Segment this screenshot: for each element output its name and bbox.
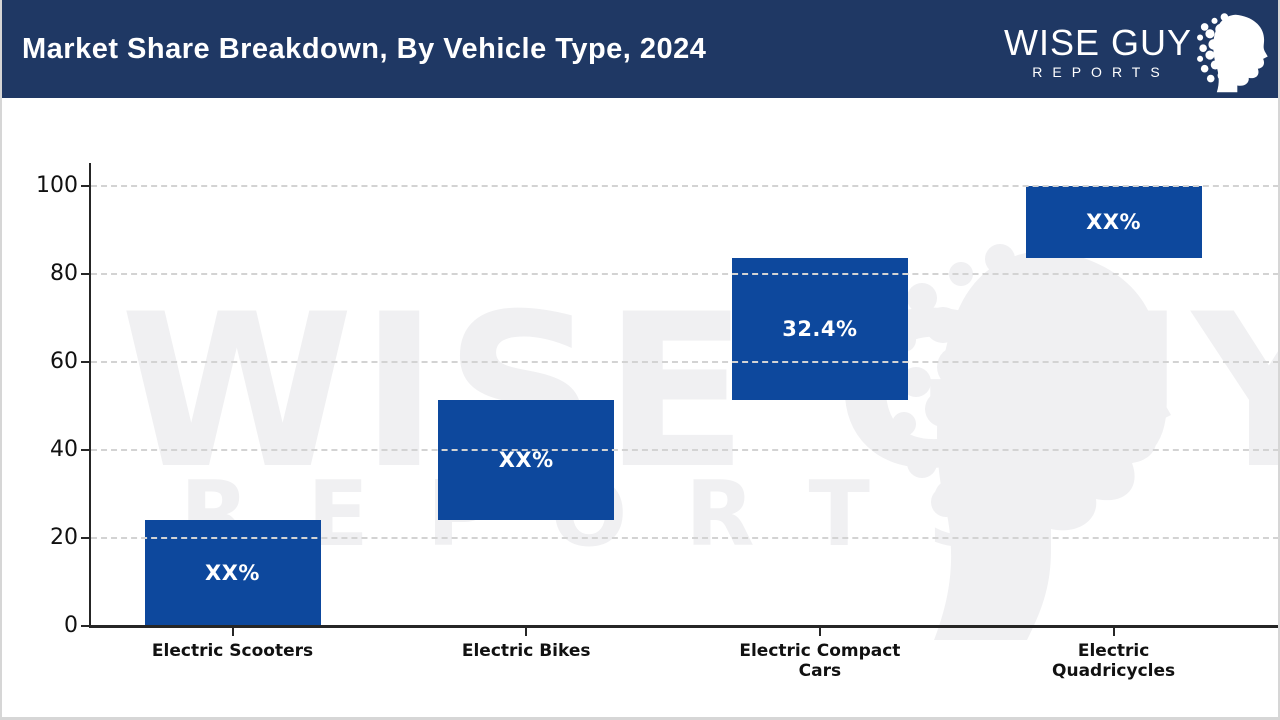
x-axis-tick [818,628,821,636]
chart-title: Market Share Breakdown, By Vehicle Type,… [22,33,707,65]
y-tick-label: 60 [50,349,78,375]
y-tick-label: 80 [50,261,78,287]
bar-segment: XX% [438,400,615,520]
x-axis-tick [1112,628,1115,636]
watermark-head-icon [892,238,1171,640]
x-axis-tick [231,628,234,636]
gridline [91,537,1278,540]
category-label-line: Electric Scooters [151,641,314,661]
bar-segment: XX% [144,519,321,626]
category-label: Electric Bikes [411,641,641,661]
category-label-line: Quadricycles [1052,661,1176,681]
category-label: Electric Quadricycles [999,641,1229,681]
category-label: Electric Compact Cars [705,641,935,681]
bar-segment: XX% [1025,186,1202,258]
x-axis-line [89,625,1278,628]
gridline [91,361,1278,364]
y-axis-tick [81,449,89,452]
y-axis-tick [81,185,89,188]
bar-value-label: XX% [498,447,554,472]
gridline [91,449,1278,452]
category-label-line: Electric [1077,641,1150,661]
bar-value-label: 32.4% [782,316,858,341]
y-tick-label: 0 [64,613,78,638]
brand-logo: WISE GUY REPORTS [1004,6,1270,94]
brand-name: WISE GUY [1003,22,1192,63]
y-tick-label: 40 [50,437,78,463]
bar-value-label: XX% [205,560,260,585]
gridline [91,273,1278,276]
y-axis-tick [81,361,89,364]
bar-value-label: XX% [1086,209,1142,234]
y-axis-tick [81,537,89,540]
y-tick-label: 20 [50,525,78,551]
bar-segment: 32.4% [731,257,908,401]
brand-head-icon [1197,13,1268,93]
category-label-line: Cars [798,661,842,681]
x-axis-tick [525,628,528,636]
gridline [91,185,1278,188]
y-axis-tick [81,625,89,627]
y-axis-tick [81,273,89,276]
category-label-line: Electric Bikes [461,641,591,661]
category-label-line: Electric Compact [739,641,901,661]
y-tick-label: 100 [36,173,78,199]
header-bar: Market Share Breakdown, By Vehicle Type,… [2,0,1278,98]
category-label: Electric Scooters [118,641,348,661]
y-axis-line [89,163,91,627]
brand-subname: REPORTS [1032,64,1170,80]
brand-logo-text: WISE GUY REPORTS [1003,22,1192,81]
